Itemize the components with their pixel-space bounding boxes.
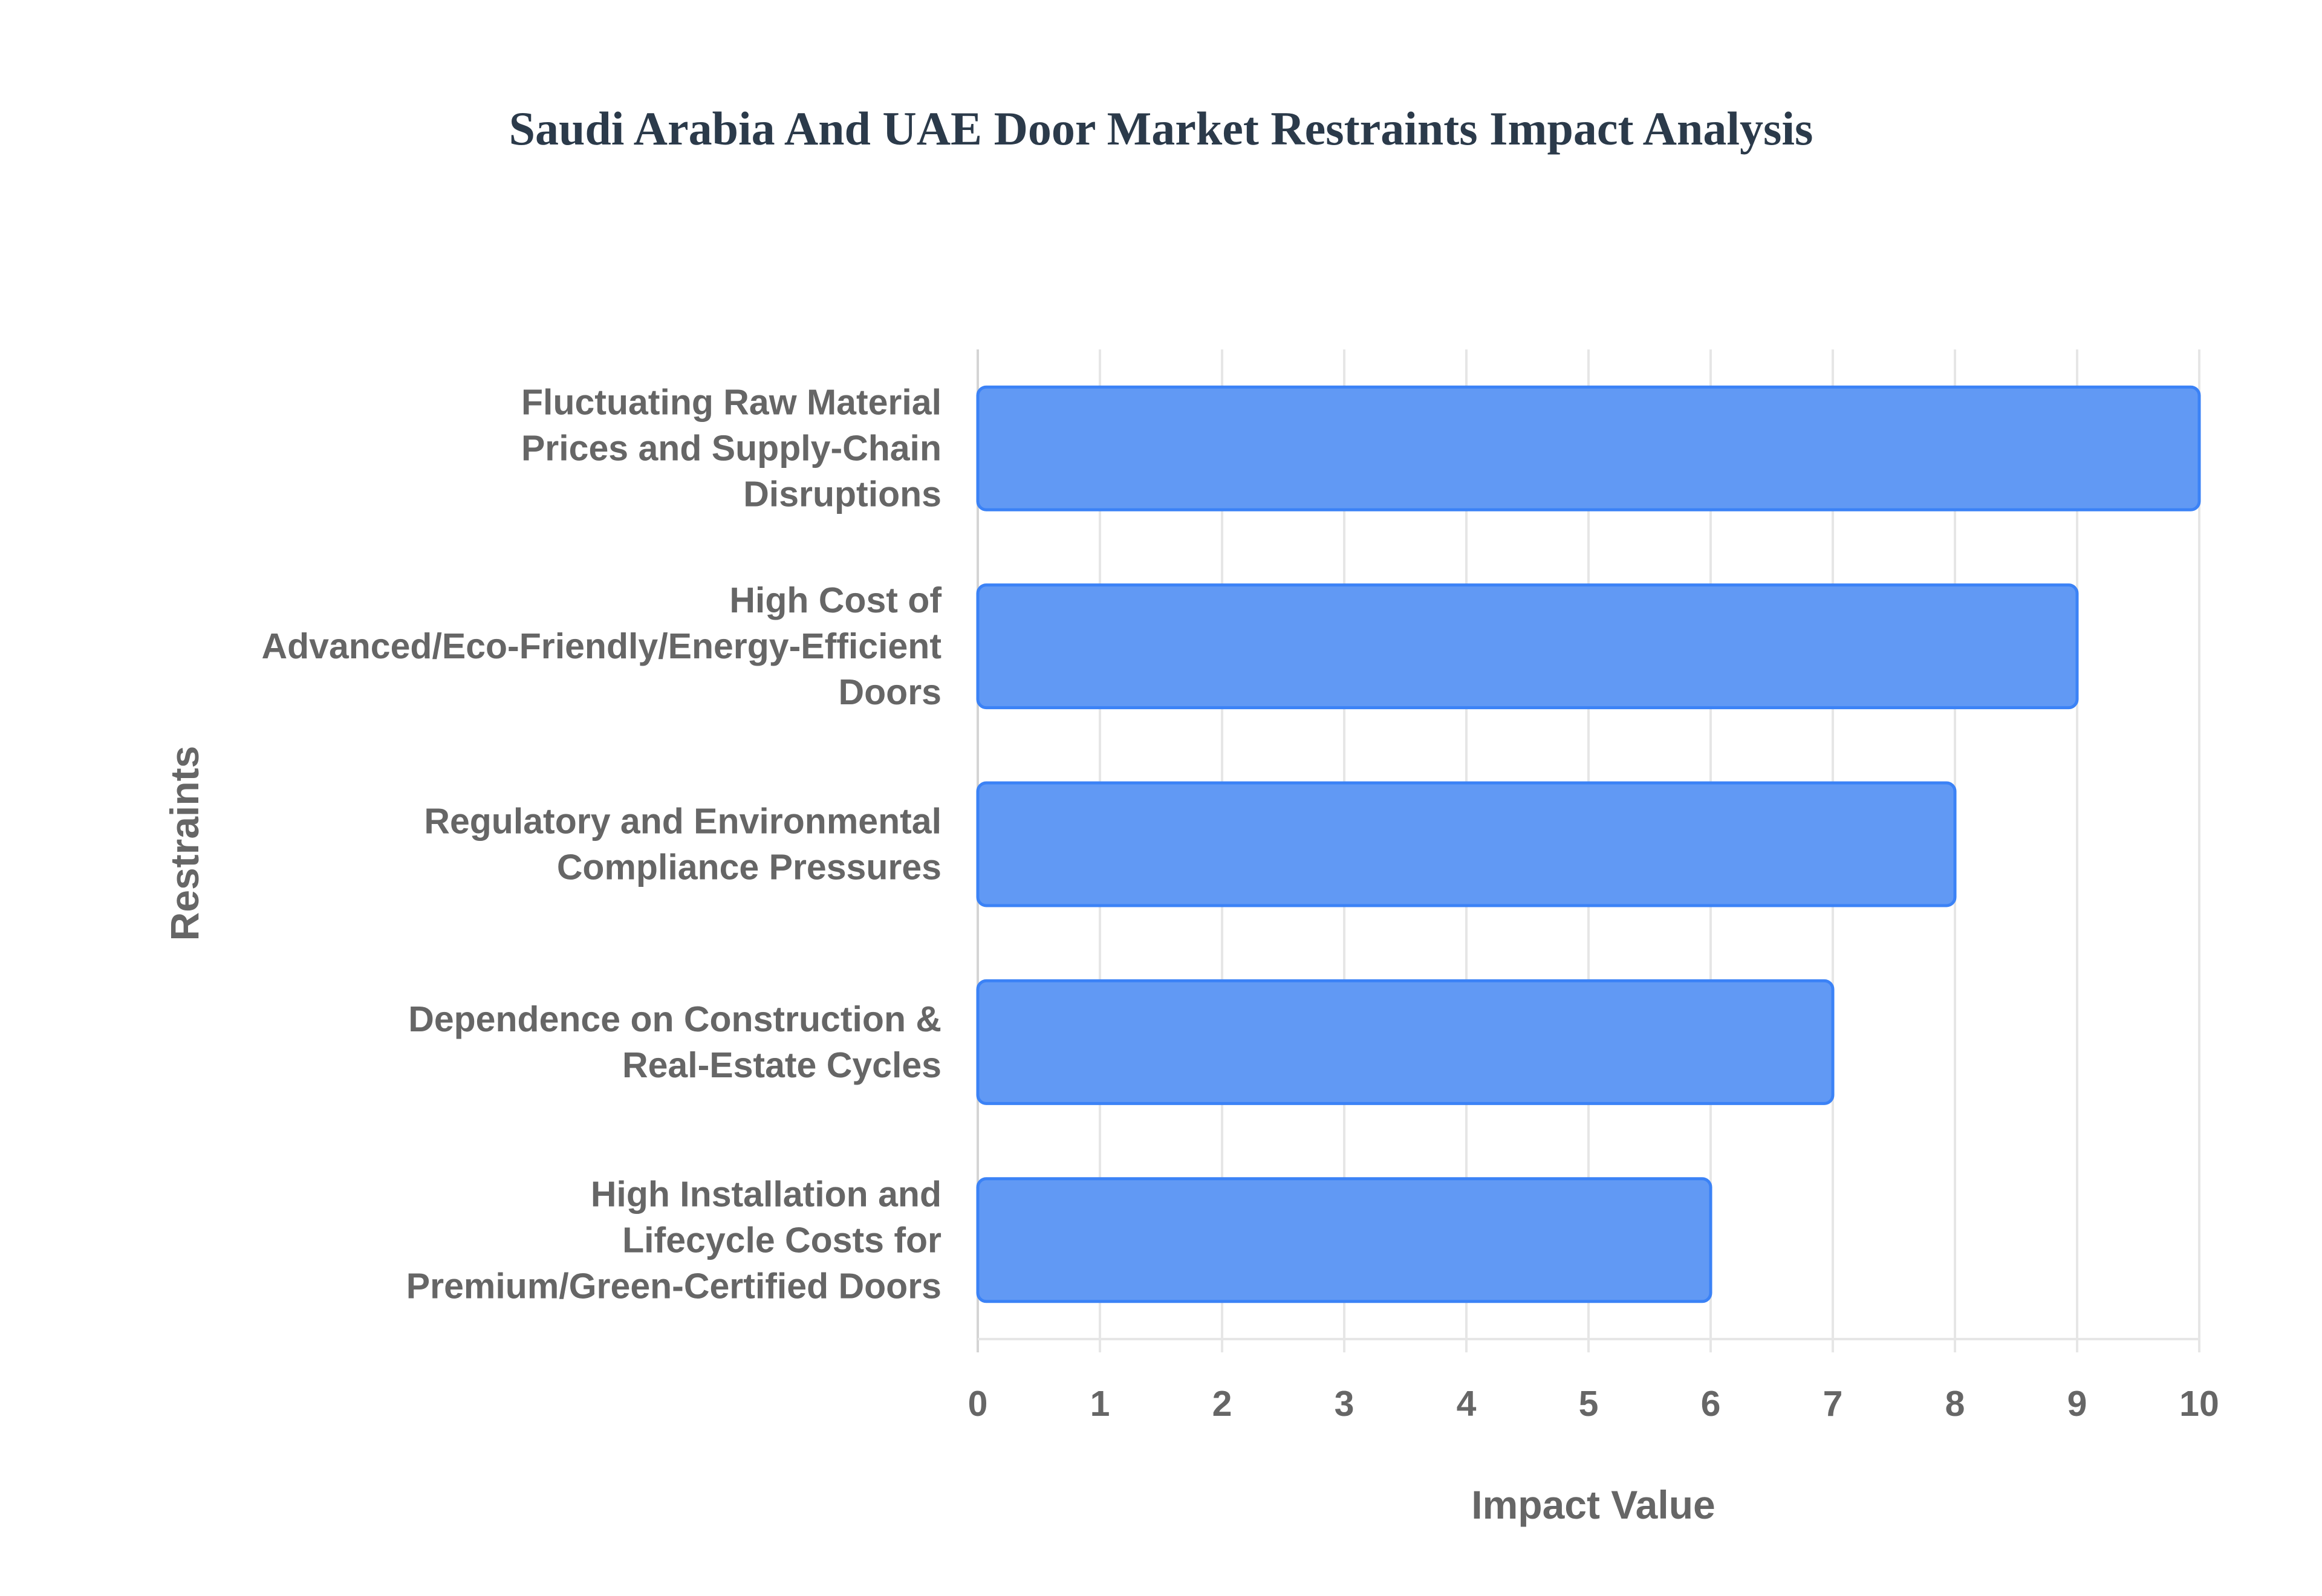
x-tick-label: 4 [1457, 1384, 1477, 1424]
category-label: Regulatory and Environmental Compliance P… [424, 802, 941, 887]
x-tick-label: 2 [1212, 1384, 1232, 1424]
bar [976, 1177, 1712, 1303]
bar [976, 781, 1957, 907]
bar [976, 583, 2079, 710]
x-tick-label: 7 [1823, 1384, 1843, 1424]
bars [976, 385, 2201, 1303]
bar [976, 385, 2201, 511]
chart-title: Saudi Arabia And UAE Door Market Restrai… [509, 102, 1813, 155]
x-tick-label: 10 [2179, 1384, 2219, 1424]
bar [976, 979, 1835, 1105]
x-tick-label: 9 [2067, 1384, 2087, 1424]
x-axis-title: Impact Value [1471, 1482, 1715, 1527]
x-tick-label: 6 [1701, 1384, 1721, 1424]
y-axis-title: Restraints [162, 746, 207, 941]
category-label: High Cost of Advanced/Eco-Friendly/Energy… [261, 580, 941, 712]
x-tick-label: 5 [1579, 1384, 1599, 1424]
x-tick-label: 8 [1945, 1384, 1965, 1424]
category-labels: Fluctuating Raw Material Prices and Suppl… [261, 383, 941, 1306]
x-tick-label: 3 [1335, 1384, 1354, 1424]
category-label: Fluctuating Raw Material Prices and Suppl… [521, 383, 941, 514]
x-tick-label: 1 [1090, 1384, 1110, 1424]
category-label: Dependence on Construction & Real-Estate … [408, 999, 941, 1085]
category-label: High Installation and Lifecycle Costs for… [406, 1174, 941, 1306]
x-tick-labels: 0 1 2 3 4 5 6 7 8 9 10 [968, 1384, 2219, 1424]
x-tick-label: 0 [968, 1384, 988, 1424]
